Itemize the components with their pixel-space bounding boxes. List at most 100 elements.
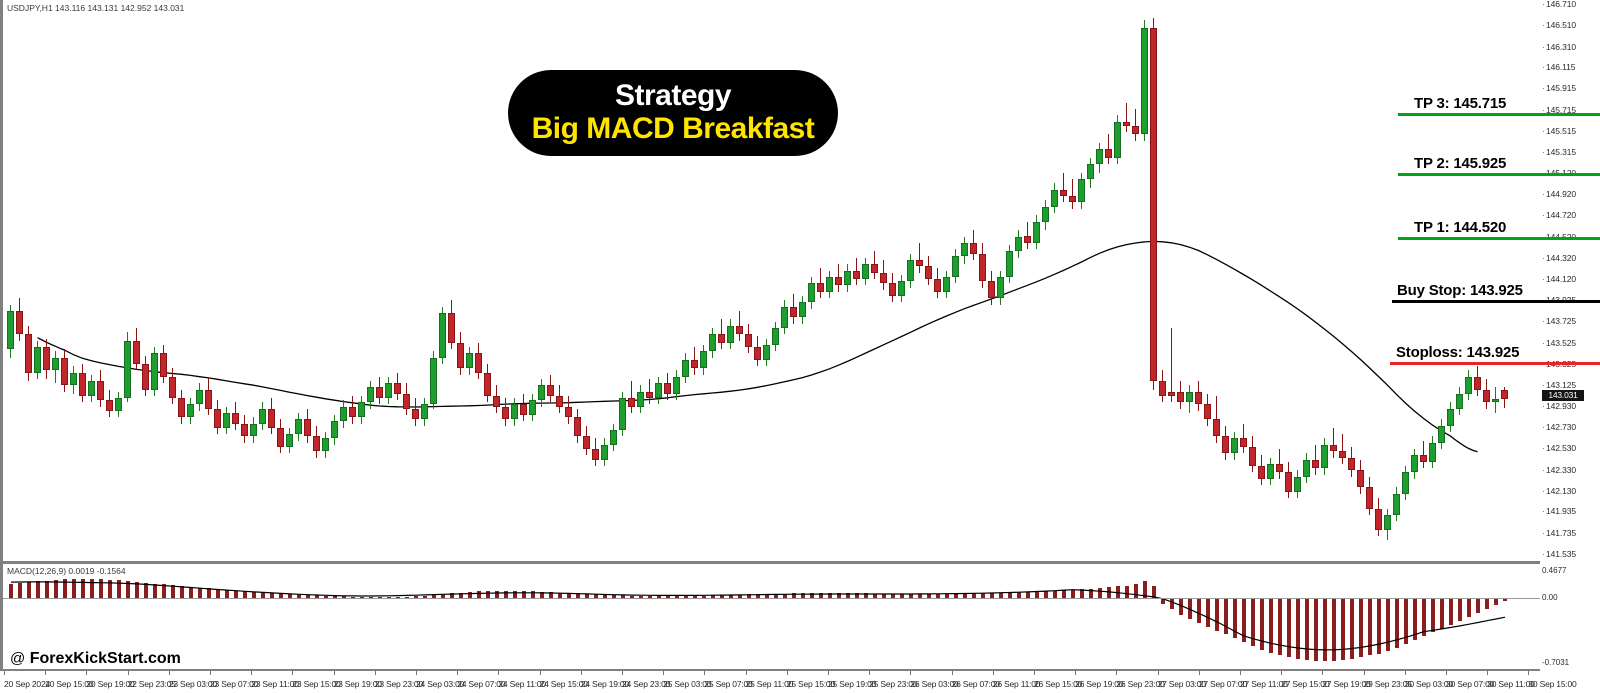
candle-body (565, 406, 572, 418)
candle-body (529, 400, 536, 416)
level-line-tp1[interactable] (1398, 237, 1600, 240)
macd-histogram-bar (1188, 598, 1192, 620)
candle-body (34, 347, 41, 373)
candle-body (151, 353, 158, 390)
candle-body (43, 347, 50, 371)
macd-indicator-pane[interactable] (3, 566, 1540, 671)
candle-body (655, 383, 662, 399)
macd-histogram-bar (639, 595, 643, 598)
macd-histogram-bar (1044, 590, 1048, 598)
candle-body (457, 342, 464, 369)
price-tick: ·144.320 (1542, 253, 1577, 263)
time-tick-mark (663, 671, 665, 675)
candle-body (781, 306, 788, 328)
candle-body (484, 372, 491, 396)
macd-histogram-bar (1350, 598, 1354, 660)
candle-body (349, 406, 356, 418)
macd-histogram-bar (90, 578, 94, 598)
candle-body (691, 359, 698, 369)
candle-body (763, 344, 770, 360)
macd-histogram-bar (1467, 598, 1471, 618)
candle-body (1402, 472, 1409, 494)
time-tick-mark (869, 671, 871, 675)
macd-histogram-bar (1440, 598, 1444, 629)
watermark-text: ForexKickStart.com (29, 650, 181, 667)
time-scale[interactable]: 20 Sep 2024 20 Sep 15:00 20 Sep 19:00 22 Se… (0, 671, 1600, 693)
candle-body (1276, 463, 1283, 473)
macd-histogram-bar (909, 593, 913, 598)
candle-body (1348, 457, 1355, 471)
level-line-buy-stop[interactable] (1392, 300, 1600, 303)
candle-wick (1126, 102, 1127, 133)
candle-body (664, 383, 671, 394)
time-tick: 29 Sep 23:05 (1363, 679, 1412, 689)
price-scale[interactable] (1540, 0, 1600, 671)
macd-histogram-bar (342, 596, 346, 598)
badge-strategy-name: Big MACD Breakfast (531, 112, 815, 145)
macd-signal-path (10, 581, 1506, 651)
symbol-ohlc-label: USDJPY,H1 143.116 143.131 142.952 143.03… (7, 3, 185, 13)
candle-body (1141, 28, 1148, 135)
price-tick: ·141.735 (1542, 527, 1577, 538)
price-tick: ·144.720 (1542, 210, 1577, 221)
candle-body (1465, 376, 1472, 394)
macd-histogram-bar (630, 595, 634, 598)
candle-body (1303, 459, 1310, 477)
price-tick: ·145.120 (1542, 168, 1600, 179)
candle-body (1492, 399, 1499, 403)
candle-body (1312, 459, 1319, 469)
macd-histogram-bar (180, 585, 184, 598)
candle-body (466, 353, 473, 369)
time-tick-mark (498, 671, 500, 675)
time-tick-mark (333, 671, 335, 675)
price-tick: ·144.920 (1542, 189, 1577, 200)
macd-histogram-bar (18, 583, 22, 598)
level-line-tp3[interactable] (1398, 113, 1600, 116)
candle-body (70, 372, 77, 386)
macd-histogram-bar (378, 597, 382, 598)
level-line-stoploss[interactable] (1390, 362, 1600, 365)
candle-wick (1072, 179, 1073, 209)
macd-histogram-bar (918, 593, 922, 598)
time-tick-mark (251, 671, 253, 675)
macd-histogram-bar (351, 596, 355, 598)
time-tick-mark (168, 671, 170, 675)
time-tick-mark (4, 671, 5, 675)
pane-splitter-bottom[interactable] (0, 669, 1600, 672)
candle-body (1204, 404, 1211, 420)
macd-histogram-bar (1314, 598, 1318, 662)
time-tick: 24 Sep 03:00 (416, 679, 465, 689)
candle-body (331, 421, 338, 439)
macd-histogram-bar (594, 594, 598, 598)
macd-histogram-bar (1449, 598, 1453, 625)
macd-histogram-bar (306, 594, 310, 598)
macd-histogram-bar (1269, 598, 1273, 653)
time-tick-mark (580, 671, 582, 675)
candle-body (817, 283, 824, 292)
macd-histogram-bar (414, 596, 418, 598)
macd-histogram-bar (972, 593, 976, 598)
macd-histogram-bar (387, 597, 391, 598)
macd-histogram-bar (1053, 590, 1057, 598)
macd-histogram-bar (729, 594, 733, 598)
candle-body (1384, 514, 1391, 530)
macd-histogram-bar (756, 594, 760, 598)
candle-body (1033, 221, 1040, 243)
time-tick-mark (1240, 671, 1241, 675)
candle-body (853, 270, 860, 279)
candle-wick (1027, 221, 1028, 250)
pane-splitter-top[interactable] (0, 561, 1600, 564)
time-tick: 27 Sep 11:00 (1240, 679, 1288, 689)
candle-body (736, 325, 743, 335)
macd-histogram-bar (531, 591, 535, 598)
macd-histogram-bar (1071, 589, 1075, 598)
candle-body (1339, 451, 1346, 458)
level-line-tp2[interactable] (1398, 173, 1600, 176)
candle-body (745, 334, 752, 348)
candle-body (394, 383, 401, 394)
time-tick-mark (1404, 671, 1406, 675)
macd-histogram-bar (657, 595, 661, 598)
candle-body (304, 419, 311, 437)
macd-histogram-bar (324, 595, 328, 598)
